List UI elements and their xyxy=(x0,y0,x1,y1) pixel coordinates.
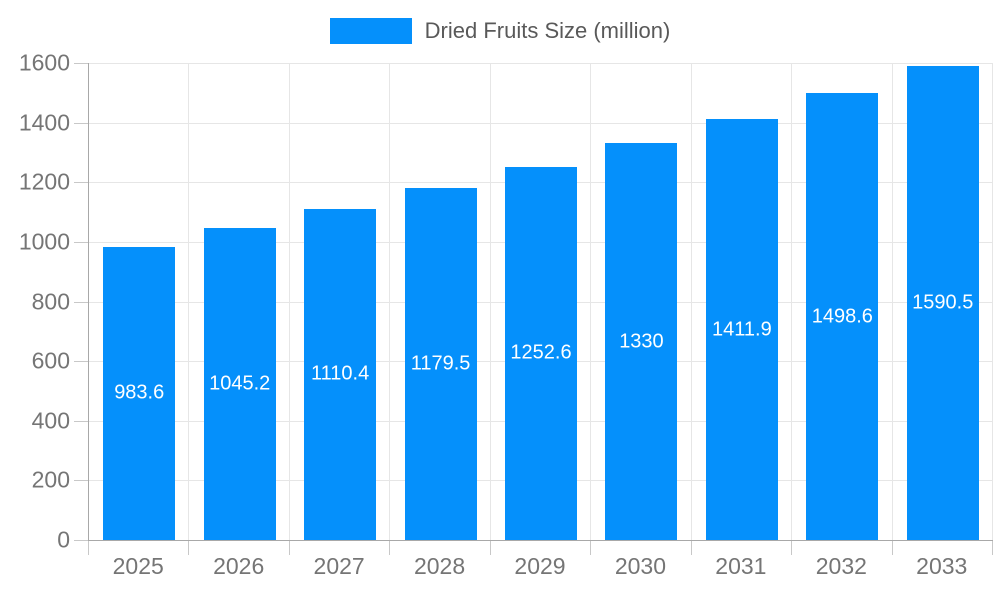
bar-2027[interactable] xyxy=(304,208,377,540)
bar-value-label: 1411.9 xyxy=(712,318,772,341)
x-gridline xyxy=(288,63,290,540)
x-tick-mark xyxy=(389,541,391,555)
x-gridline xyxy=(992,63,993,540)
bar-value-label: 1498.6 xyxy=(811,305,873,328)
y-tick-mark xyxy=(74,182,88,184)
bar-2032[interactable] xyxy=(806,93,879,540)
bar-2025[interactable] xyxy=(103,246,176,540)
bar-value-label: 1330 xyxy=(619,330,664,353)
y-tick-mark xyxy=(74,122,88,124)
y-axis-tick-label: 400 xyxy=(31,407,70,434)
x-gridline xyxy=(188,63,190,540)
x-axis-tick-label: 2026 xyxy=(213,553,265,579)
y-axis-tick-label: 600 xyxy=(31,347,70,374)
y-axis-tick-label: 200 xyxy=(31,466,70,493)
x-tick-mark xyxy=(891,541,893,555)
x-axis-tick-label: 2030 xyxy=(614,553,667,579)
x-tick-mark xyxy=(690,541,692,555)
x-axis-tick-label: 2027 xyxy=(313,553,365,579)
x-gridline xyxy=(590,63,592,540)
y-tick-mark xyxy=(74,361,88,363)
bar-2030[interactable] xyxy=(605,143,678,540)
x-axis-tick-label: 2025 xyxy=(112,553,164,579)
bar-value-label: 983.6 xyxy=(114,381,165,404)
y-tick-mark xyxy=(74,301,88,303)
bar-value-label: 1045.2 xyxy=(209,372,271,395)
x-gridline xyxy=(891,63,893,540)
bar-value-label: 1590.5 xyxy=(912,291,974,314)
legend[interactable]: Dried Fruits Size (million) xyxy=(0,18,1000,44)
bar-2028[interactable] xyxy=(404,188,477,540)
y-tick-mark xyxy=(74,63,88,64)
x-axis-tick-label: 2032 xyxy=(815,553,867,579)
y-tick-mark xyxy=(74,480,88,482)
y-axis-tick-label: 800 xyxy=(31,288,70,314)
bar-2031[interactable] xyxy=(705,119,778,540)
bar-2033[interactable] xyxy=(906,65,979,540)
x-tick-mark xyxy=(88,541,89,555)
bar-value-label: 1179.5 xyxy=(410,352,471,375)
x-gridline xyxy=(489,63,491,540)
x-gridline xyxy=(791,63,793,540)
y-gridline xyxy=(89,122,993,124)
x-axis-tick-label: 2031 xyxy=(715,553,767,579)
y-tick-mark xyxy=(74,420,88,422)
x-tick-mark xyxy=(590,541,592,555)
bar-2029[interactable] xyxy=(505,166,577,540)
x-tick-mark xyxy=(992,541,993,555)
x-axis-tick-label: 2028 xyxy=(413,553,466,579)
x-axis-tick-label: 2029 xyxy=(514,553,566,579)
bar-2026[interactable] xyxy=(203,228,276,540)
y-axis-tick-label: 0 xyxy=(57,526,70,553)
x-axis-tick-label: 2033 xyxy=(916,553,968,579)
legend-swatch-icon xyxy=(329,18,412,44)
y-axis-tick-label: 1000 xyxy=(18,228,70,255)
y-axis-tick-label: 1600 xyxy=(18,49,70,76)
x-tick-mark xyxy=(288,541,290,555)
x-tick-mark xyxy=(791,541,793,555)
legend-label: Dried Fruits Size (million) xyxy=(424,18,671,43)
y-tick-mark xyxy=(74,241,88,243)
plot-area: 983.6 1045.2 1110.4 1179.5 1252.6 1330 1411.9 1… xyxy=(88,63,993,541)
x-tick-mark xyxy=(489,541,491,555)
x-gridline xyxy=(389,63,391,540)
bar-value-label: 1252.6 xyxy=(510,341,572,364)
bar-value-label: 1110.4 xyxy=(311,362,370,385)
y-axis-tick-label: 1200 xyxy=(18,168,70,195)
y-axis-tick-label: 1400 xyxy=(18,109,70,136)
y-gridline xyxy=(89,63,993,64)
x-gridline xyxy=(690,63,692,540)
y-tick-mark xyxy=(74,540,88,541)
x-tick-mark xyxy=(188,541,190,555)
